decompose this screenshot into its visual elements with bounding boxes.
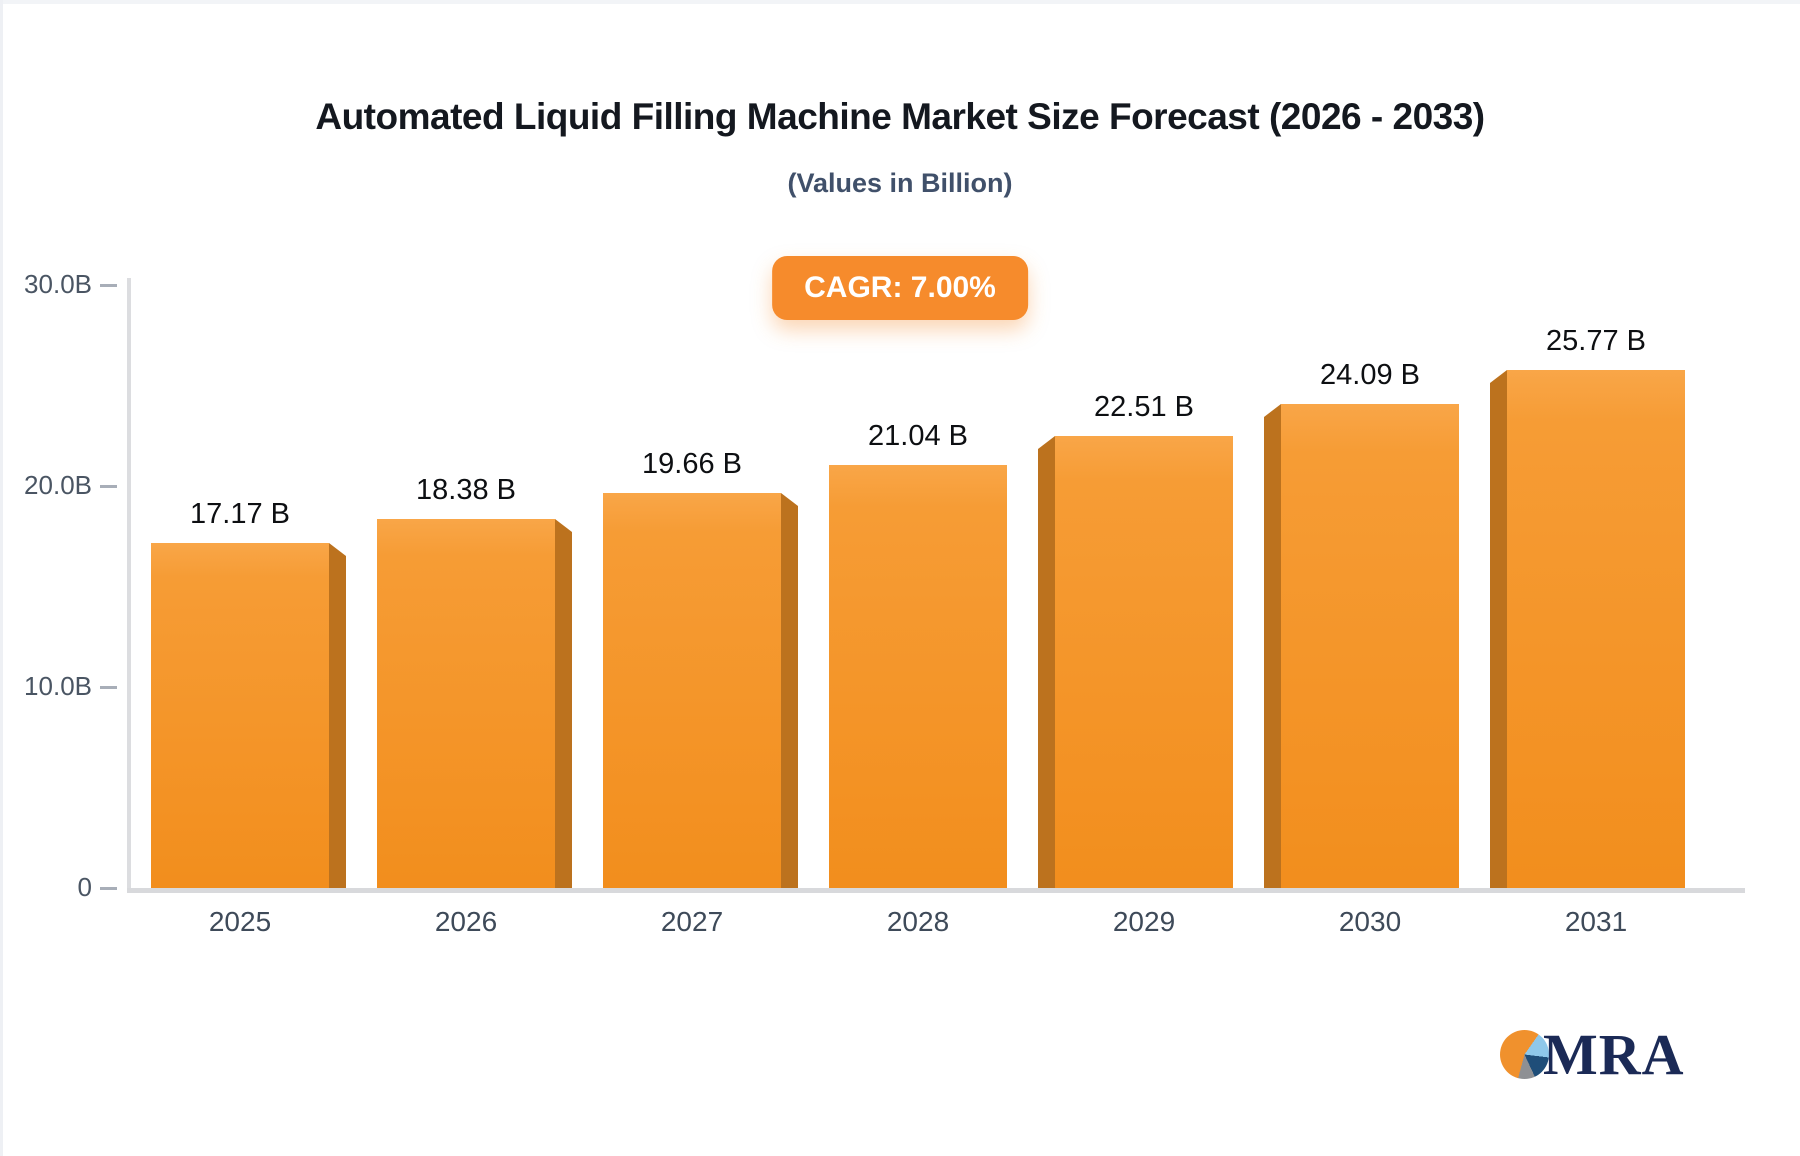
x-tick-label: 2030 <box>1338 906 1402 937</box>
bar-side-2031 <box>1490 370 1507 888</box>
bar-side-2026 <box>555 519 572 888</box>
y-tick-label: 30.0B <box>24 269 92 299</box>
logo-text: MRA <box>1543 1022 1685 1087</box>
bar-2025 <box>151 543 329 888</box>
left-edge-divider <box>0 0 3 1156</box>
bar-2030 <box>1281 404 1459 888</box>
bar-side-2027 <box>781 493 798 888</box>
x-tick-label: 2029 <box>1112 906 1176 937</box>
x-tick-label: 2026 <box>434 906 498 937</box>
y-tick-mark <box>100 284 117 287</box>
bar-value-label: 19.66 B <box>642 448 742 480</box>
bar-value-label: 17.17 B <box>190 498 290 530</box>
cagr-badge: CAGR: 7.00% <box>772 256 1028 320</box>
bar-2029 <box>1055 436 1233 888</box>
x-axis-line <box>127 888 1745 893</box>
bar-value-label: 25.77 B <box>1546 325 1646 357</box>
bar-value-label: 21.04 B <box>868 420 968 452</box>
y-tick-mark <box>100 485 117 488</box>
bar-side-2030 <box>1264 404 1281 888</box>
x-tick-label: 2031 <box>1564 906 1628 937</box>
chart-title: Automated Liquid Filling Machine Market … <box>315 96 1485 137</box>
y-tick-label: 20.0B <box>24 470 92 500</box>
y-tick-label: 0 <box>77 872 92 902</box>
x-tick-label: 2027 <box>660 906 724 937</box>
y-tick-mark <box>100 686 117 689</box>
bar-value-label: 24.09 B <box>1320 359 1420 391</box>
mra-logo: MRA <box>1500 1022 1685 1087</box>
bar-value-label: 18.38 B <box>416 474 516 506</box>
top-edge-divider <box>0 0 1800 4</box>
bar-value-label: 22.51 B <box>1094 391 1194 423</box>
y-axis-line <box>127 278 131 893</box>
bar-2027 <box>603 493 781 888</box>
chart-subtitle: (Values in Billion) <box>787 168 1013 198</box>
x-tick-label: 2028 <box>886 906 950 937</box>
pie-chart-logo-icon <box>1500 1030 1549 1079</box>
bar-2031 <box>1507 370 1685 888</box>
x-tick-label: 2025 <box>208 906 272 937</box>
bar-2028 <box>829 465 1007 888</box>
bar-side-2029 <box>1038 436 1055 888</box>
y-tick-mark <box>100 887 117 890</box>
bar-2026 <box>377 519 555 888</box>
y-tick-label: 10.0B <box>24 671 92 701</box>
bar-side-2025 <box>329 543 346 888</box>
